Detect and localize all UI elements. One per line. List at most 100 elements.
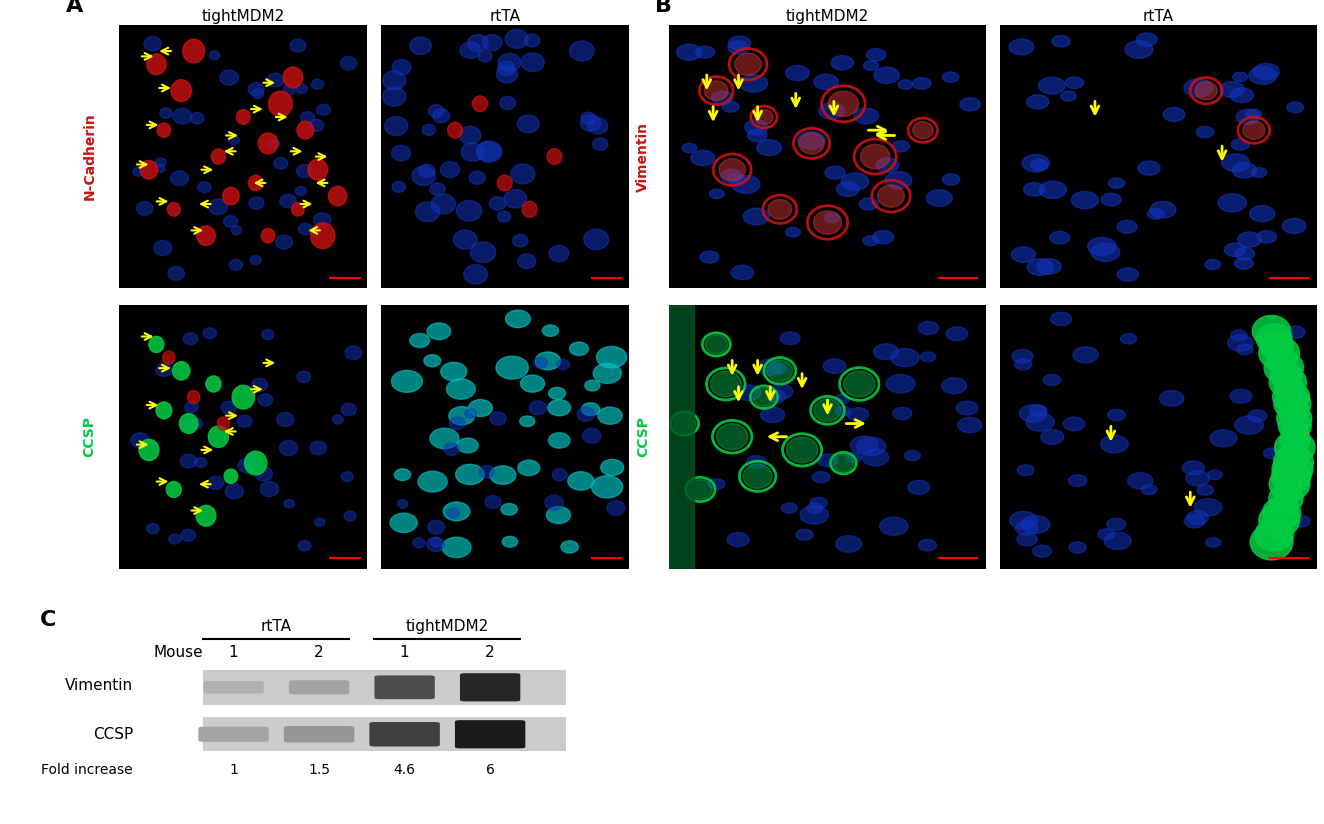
Ellipse shape — [1071, 191, 1099, 208]
Circle shape — [1272, 382, 1309, 412]
Ellipse shape — [747, 129, 767, 142]
Ellipse shape — [552, 469, 567, 480]
Ellipse shape — [1237, 344, 1253, 355]
Ellipse shape — [912, 77, 931, 89]
Ellipse shape — [444, 502, 470, 521]
Ellipse shape — [1238, 232, 1262, 247]
Ellipse shape — [1107, 518, 1125, 531]
FancyBboxPatch shape — [375, 676, 434, 700]
Circle shape — [735, 54, 761, 75]
Ellipse shape — [817, 454, 838, 466]
Ellipse shape — [1283, 218, 1305, 233]
Ellipse shape — [785, 66, 809, 81]
Circle shape — [706, 335, 727, 353]
Ellipse shape — [430, 537, 442, 547]
Text: tightMDM2: tightMDM2 — [405, 619, 489, 634]
Ellipse shape — [246, 454, 262, 467]
Ellipse shape — [416, 202, 440, 222]
Ellipse shape — [392, 145, 410, 161]
Ellipse shape — [422, 124, 436, 135]
Circle shape — [688, 480, 712, 499]
Ellipse shape — [1141, 485, 1157, 494]
Ellipse shape — [691, 150, 715, 166]
Ellipse shape — [561, 541, 579, 553]
Ellipse shape — [181, 420, 196, 432]
Ellipse shape — [891, 349, 919, 367]
Ellipse shape — [1100, 435, 1128, 453]
Ellipse shape — [397, 499, 408, 508]
Ellipse shape — [208, 476, 224, 489]
Ellipse shape — [859, 198, 878, 210]
Ellipse shape — [1068, 542, 1086, 553]
Circle shape — [1279, 412, 1311, 439]
Ellipse shape — [195, 457, 207, 467]
Ellipse shape — [1186, 511, 1209, 524]
Ellipse shape — [392, 181, 405, 192]
Ellipse shape — [285, 499, 294, 508]
Text: 1: 1 — [400, 645, 409, 660]
Ellipse shape — [301, 112, 314, 123]
Ellipse shape — [947, 327, 968, 340]
Ellipse shape — [1235, 416, 1263, 434]
FancyBboxPatch shape — [455, 720, 526, 748]
Ellipse shape — [593, 363, 621, 383]
Ellipse shape — [892, 141, 910, 152]
Ellipse shape — [1010, 512, 1038, 529]
Ellipse shape — [469, 400, 493, 416]
Ellipse shape — [1263, 448, 1280, 459]
Ellipse shape — [700, 251, 719, 263]
Ellipse shape — [879, 517, 908, 536]
Ellipse shape — [708, 479, 724, 489]
Ellipse shape — [314, 213, 331, 227]
Ellipse shape — [1292, 516, 1311, 527]
Ellipse shape — [874, 67, 899, 83]
Circle shape — [767, 360, 793, 382]
Ellipse shape — [728, 41, 748, 54]
Ellipse shape — [168, 534, 181, 544]
Text: 1: 1 — [229, 763, 238, 777]
Ellipse shape — [290, 40, 306, 52]
Ellipse shape — [957, 418, 981, 433]
Text: 1.5: 1.5 — [308, 763, 330, 777]
Bar — [204, 670, 565, 705]
Ellipse shape — [919, 540, 936, 551]
Circle shape — [1274, 446, 1313, 479]
Ellipse shape — [1148, 208, 1164, 219]
Ellipse shape — [506, 310, 531, 328]
Circle shape — [716, 424, 748, 450]
Ellipse shape — [461, 42, 481, 59]
Ellipse shape — [1012, 349, 1033, 363]
Ellipse shape — [262, 330, 274, 339]
Circle shape — [232, 386, 254, 409]
Circle shape — [1256, 324, 1292, 353]
Ellipse shape — [229, 136, 240, 144]
Ellipse shape — [132, 167, 144, 176]
Ellipse shape — [459, 126, 481, 144]
Circle shape — [1250, 524, 1292, 560]
Ellipse shape — [597, 346, 626, 368]
Ellipse shape — [1022, 516, 1050, 534]
Ellipse shape — [258, 394, 273, 405]
Ellipse shape — [548, 400, 571, 416]
FancyBboxPatch shape — [199, 727, 269, 742]
Ellipse shape — [1249, 67, 1276, 84]
Ellipse shape — [850, 436, 878, 454]
Title: tightMDM2: tightMDM2 — [201, 8, 285, 24]
Ellipse shape — [1125, 40, 1153, 59]
Ellipse shape — [1218, 194, 1246, 212]
Circle shape — [878, 185, 904, 207]
Ellipse shape — [1043, 374, 1061, 386]
Ellipse shape — [557, 359, 569, 370]
Ellipse shape — [695, 46, 715, 59]
FancyBboxPatch shape — [459, 673, 520, 701]
Ellipse shape — [502, 536, 518, 547]
Circle shape — [171, 80, 192, 101]
Circle shape — [1279, 442, 1309, 467]
Text: A: A — [66, 0, 83, 16]
Ellipse shape — [160, 108, 172, 119]
Ellipse shape — [131, 433, 150, 447]
Ellipse shape — [710, 190, 724, 199]
Ellipse shape — [496, 66, 518, 83]
Ellipse shape — [136, 202, 154, 215]
Ellipse shape — [477, 142, 502, 162]
